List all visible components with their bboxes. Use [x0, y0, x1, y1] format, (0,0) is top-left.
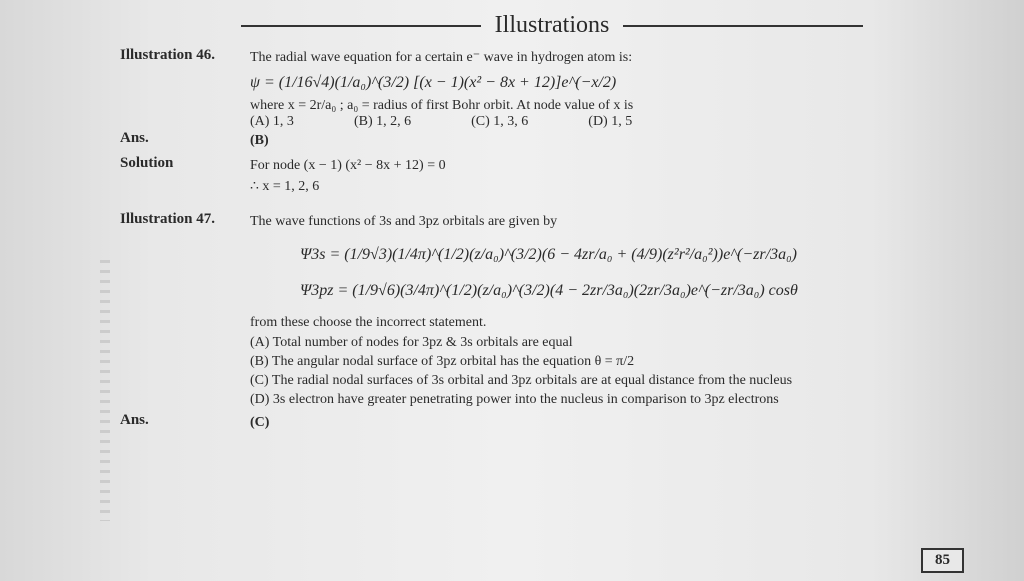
illus-47-label: Illustration 47.: [120, 211, 250, 228]
illus-47-opt-a: (A) Total number of nodes for 3pz & 3s o…: [250, 335, 984, 351]
illus-46-opt-d: (D) 1, 5: [588, 114, 632, 130]
illus-47-ans: (C): [250, 412, 984, 433]
illus-47-opt-b: (B) The angular nodal surface of 3pz orb…: [250, 354, 984, 370]
illus-47-prompt: The wave functions of 3s and 3pz orbital…: [250, 211, 984, 232]
illus-47-choose: from these choose the incorrect statemen…: [250, 315, 984, 331]
illus-47-equations: Ψ3s = (1/9√3)(1/4π)^(1/2)(z/a₀)^(3/2)(6 …: [300, 240, 984, 307]
illus-46-equation: ψ = (1/16√4)(1/a₀)^(3/2) [(x − 1)(x² − 8…: [250, 74, 984, 92]
section-title: Illustrations: [495, 12, 610, 39]
illus-46-opt-b: (B) 1, 2, 6: [354, 114, 411, 130]
illustration-46-header: Illustration 46. The radial wave equatio…: [120, 47, 984, 68]
illus-46-answer-row: Ans. (B): [120, 130, 984, 151]
illustration-47-header: Illustration 47. The wave functions of 3…: [120, 211, 984, 232]
illus-46-prompt: The radial wave equation for a certain e…: [250, 47, 984, 68]
spiral-binding: [100, 260, 110, 521]
illus-47-ans-label: Ans.: [120, 412, 250, 429]
illus-46-opt-a: (A) 1, 3: [250, 114, 294, 130]
rule-left: [241, 25, 481, 27]
illus-46-ans-label: Ans.: [120, 130, 250, 147]
illus-46-sol-line2: ∴ x = 1, 2, 6: [250, 176, 984, 197]
illus-46-opt-c: (C) 1, 3, 6: [471, 114, 528, 130]
illus-47-eq1: Ψ3s = (1/9√3)(1/4π)^(1/2)(z/a₀)^(3/2)(6 …: [300, 240, 984, 270]
illus-46-where: where x = 2r/a₀ ; a₀ = radius of first B…: [250, 98, 984, 114]
illus-46-label: Illustration 46.: [120, 47, 250, 64]
illus-46-sol-content: For node (x − 1) (x² − 8x + 12) = 0 ∴ x …: [250, 155, 984, 197]
illus-46-sol-line1: For node (x − 1) (x² − 8x + 12) = 0: [250, 155, 984, 176]
illus-46-sol-label: Solution: [120, 155, 250, 172]
illus-47-eq2: Ψ3pz = (1/9√6)(3/4π)^(1/2)(z/a₀)^(3/2)(4…: [300, 276, 984, 306]
illus-47-answer-row: Ans. (C): [120, 412, 984, 433]
illus-47-opt-d: (D) 3s electron have greater penetrating…: [250, 392, 984, 408]
rule-right: [623, 25, 863, 27]
illus-46-ans: (B): [250, 130, 984, 151]
illus-46-solution-row: Solution For node (x − 1) (x² − 8x + 12)…: [120, 155, 984, 197]
page-number: 85: [921, 548, 964, 573]
illus-46-options: (A) 1, 3 (B) 1, 2, 6 (C) 1, 3, 6 (D) 1, …: [250, 114, 984, 130]
illus-47-opt-c: (C) The radial nodal surfaces of 3s orbi…: [250, 373, 984, 389]
section-header: Illustrations: [120, 12, 984, 39]
